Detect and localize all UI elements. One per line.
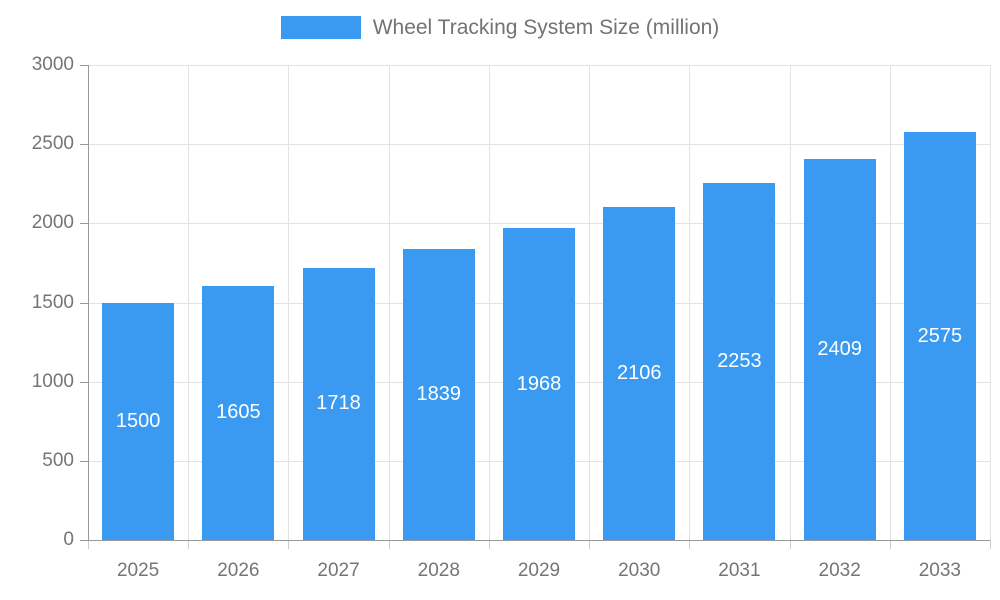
y-axis-tick (80, 381, 88, 383)
y-axis-label: 2000 (31, 212, 74, 234)
gridline-vertical (990, 65, 991, 540)
y-axis-label: 500 (42, 449, 74, 471)
x-axis-tick (88, 540, 89, 549)
gridline-horizontal (88, 65, 990, 66)
x-axis-tick (990, 540, 991, 549)
y-axis-tick (80, 144, 88, 146)
y-axis-line (88, 65, 89, 540)
y-axis-label: 0 (63, 529, 74, 550)
gridline-horizontal (88, 144, 990, 146)
x-axis-label: 2033 (918, 560, 962, 581)
gridline-vertical (789, 65, 791, 540)
x-axis-label: 2025 (116, 560, 160, 581)
x-axis-tick (589, 540, 591, 549)
bar[interactable]: 1718 (302, 267, 375, 540)
y-axis-tick (80, 65, 88, 66)
bar-value-label: 1718 (316, 392, 361, 415)
x-axis-label: 2031 (718, 560, 761, 581)
x-axis-label: 2028 (417, 560, 460, 581)
gridline-vertical (288, 65, 290, 540)
legend[interactable]: Wheel Tracking System Size (million) (0, 16, 1000, 39)
gridline-vertical (488, 65, 490, 540)
bar[interactable]: 2409 (803, 158, 876, 540)
x-axis-label: 2026 (217, 560, 260, 581)
bar-value-label: 2253 (717, 350, 762, 373)
y-axis-tick (80, 460, 88, 462)
bar-value-label: 1605 (216, 401, 261, 424)
gridline-vertical (889, 65, 891, 540)
y-axis-tick (80, 302, 88, 304)
bar[interactable]: 1500 (102, 302, 175, 540)
x-axis-tick (188, 540, 190, 549)
x-axis-label: 2027 (317, 560, 360, 581)
bar[interactable]: 1839 (402, 248, 475, 540)
bar[interactable]: 2106 (603, 206, 676, 540)
x-axis-tick (889, 540, 891, 549)
gridline-vertical (689, 65, 691, 540)
y-axis-label: 3000 (31, 54, 74, 75)
gridline-vertical (188, 65, 190, 540)
x-axis-label: 2032 (818, 560, 861, 581)
bar-value-label: 2106 (616, 361, 662, 384)
x-axis-tick (288, 540, 290, 549)
x-axis-label: 2030 (618, 560, 661, 581)
bar-value-label: 2409 (817, 337, 862, 360)
y-axis-label: 1500 (31, 291, 74, 313)
legend-swatch-icon (280, 16, 361, 39)
bar-value-label: 1968 (516, 372, 562, 395)
bar[interactable]: 2575 (903, 132, 976, 540)
y-axis-label: 1000 (31, 370, 74, 392)
y-axis-tick (80, 223, 88, 225)
y-axis-label: 2500 (31, 133, 74, 155)
x-axis-label: 2029 (517, 560, 561, 581)
x-axis-tick (789, 540, 791, 549)
x-axis-line (80, 540, 990, 541)
gridline-vertical (388, 65, 390, 540)
bar[interactable]: 2253 (703, 183, 776, 540)
bar[interactable]: 1968 (503, 228, 575, 540)
bar-value-label: 1839 (416, 382, 462, 405)
bar-value-label: 1500 (115, 409, 161, 432)
bar[interactable]: 1605 (202, 285, 275, 540)
x-axis-tick (488, 540, 490, 549)
gridline-horizontal (88, 223, 990, 225)
legend-label: Wheel Tracking System Size (million) (372, 16, 720, 39)
bar-value-label: 2575 (917, 324, 963, 347)
x-axis-tick (388, 540, 390, 549)
x-axis-tick (689, 540, 691, 549)
gridline-vertical (589, 65, 591, 540)
